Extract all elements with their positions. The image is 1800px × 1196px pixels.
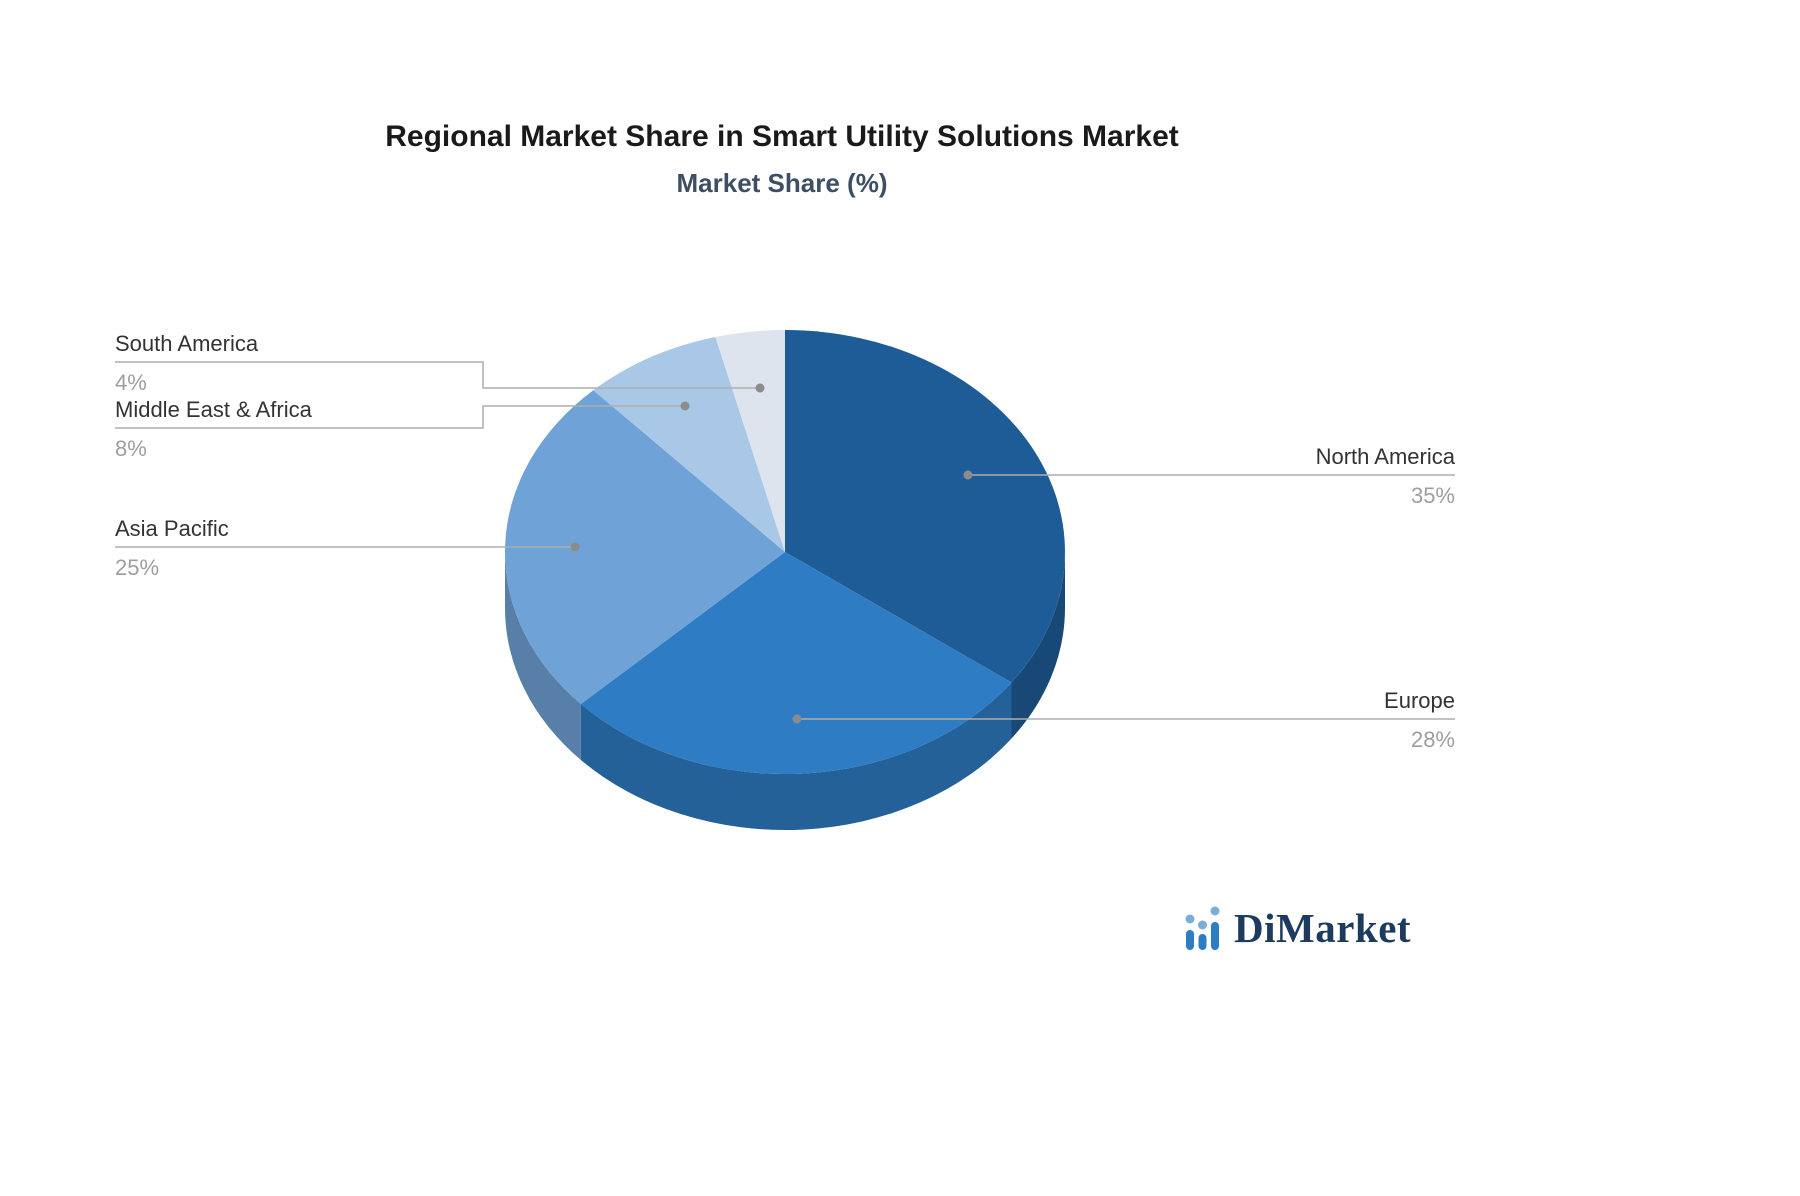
chart-subtitle: Market Share (%) bbox=[676, 168, 888, 198]
leader-dot-south-america bbox=[755, 383, 765, 393]
pie-slice-middle-east-africa bbox=[593, 337, 785, 552]
slice-label-europe: Europe bbox=[1384, 688, 1455, 713]
slice-label-asia-pacific: Asia Pacific bbox=[115, 516, 229, 541]
slice-value-middle-east-africa: 8% bbox=[115, 436, 147, 461]
leader-line-middle-east-africa bbox=[115, 405, 685, 429]
logo-text: DiMarket bbox=[1234, 905, 1412, 951]
leader-line-south-america bbox=[115, 361, 760, 389]
slice-label-middle-east-africa: Middle East & Africa bbox=[115, 397, 313, 422]
slice-value-south-america: 4% bbox=[115, 370, 147, 395]
slice-value-asia-pacific: 25% bbox=[115, 555, 159, 580]
pie-slice-side-asia-pacific bbox=[505, 552, 581, 760]
dimarket-logo: DiMarket bbox=[1183, 904, 1411, 952]
pie-slice-side-europe bbox=[580, 682, 1012, 831]
leader-dot-asia-pacific bbox=[570, 542, 580, 552]
slice-label-north-america: North America bbox=[1316, 444, 1456, 469]
pie-slice-asia-pacific bbox=[504, 390, 785, 704]
pie-slice-north-america bbox=[785, 330, 1065, 683]
leader-dot-europe bbox=[792, 714, 802, 724]
leader-dot-north-america bbox=[963, 470, 973, 480]
pie-slice-south-america bbox=[715, 330, 785, 552]
pie-slice-side-north-america bbox=[1011, 552, 1065, 739]
slice-label-south-america: South America bbox=[115, 331, 259, 356]
chart-title: Regional Market Share in Smart Utility S… bbox=[385, 120, 1179, 153]
slice-value-north-america: 35% bbox=[1411, 483, 1455, 508]
slice-value-europe: 28% bbox=[1411, 727, 1455, 752]
bar-chart-logo-icon bbox=[1185, 906, 1220, 950]
leader-dot-middle-east-africa bbox=[680, 401, 690, 411]
